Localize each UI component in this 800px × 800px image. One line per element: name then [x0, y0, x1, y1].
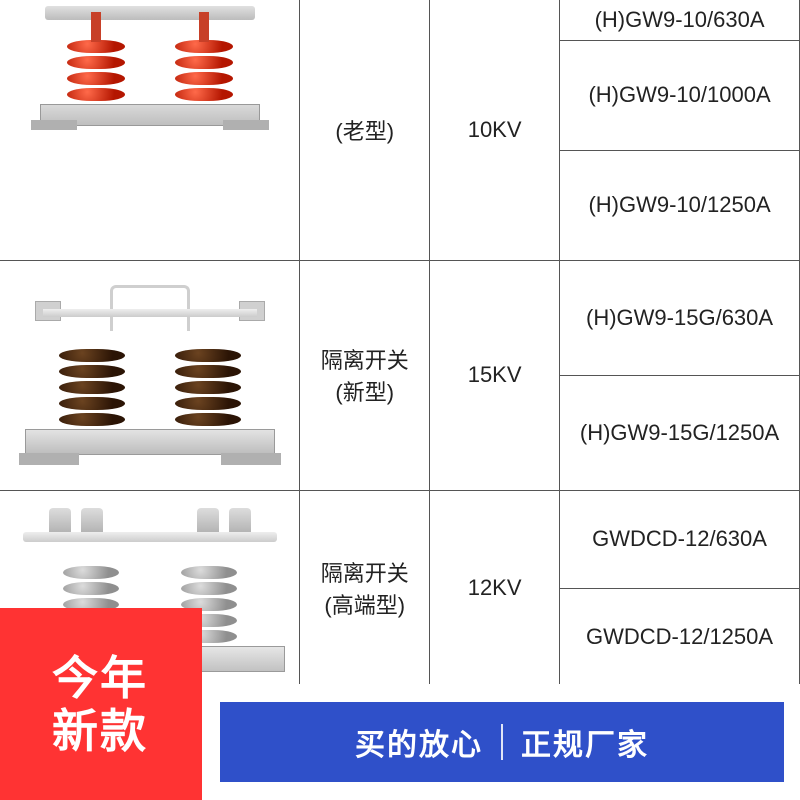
- spec-table: (老型) 10KV (H)GW9-10/630A (H)GW9-10/1000A…: [0, 0, 800, 687]
- model-cell: (H)GW9-10/1000A: [560, 40, 800, 150]
- model-cell: (H)GW9-10/630A: [560, 0, 800, 40]
- voltage-old: 10KV: [430, 0, 560, 260]
- isolator-new-brown: [25, 285, 275, 465]
- name-line: 隔离开关: [300, 343, 429, 375]
- product-name-premium: 隔离开关 (高端型): [300, 490, 430, 686]
- name-line: 隔离开关: [300, 556, 429, 588]
- separator-icon: [501, 724, 503, 760]
- promo-badge: 今年 新款: [0, 610, 200, 800]
- badge-line: 新款: [52, 705, 148, 758]
- model-cell: (H)GW9-10/1250A: [560, 150, 800, 260]
- product-name-old: (老型): [300, 0, 430, 260]
- slogan-part: 正规厂家: [521, 720, 649, 764]
- name-line: (新型): [300, 375, 429, 407]
- product-image-new: [0, 260, 300, 490]
- model-cell: GWDCD-12/630A: [560, 490, 800, 588]
- product-name-new: 隔离开关 (新型): [300, 260, 430, 490]
- model-cell: (H)GW9-15G/1250A: [560, 375, 800, 490]
- isolator-old-red: [35, 6, 265, 126]
- promo-slogan: 买的放心 正规厂家: [220, 702, 784, 782]
- voltage-new: 15KV: [430, 260, 560, 490]
- page: (老型) 10KV (H)GW9-10/630A (H)GW9-10/1000A…: [0, 0, 800, 800]
- model-cell: (H)GW9-15G/630A: [560, 260, 800, 375]
- badge-line: 今年: [52, 652, 148, 705]
- slogan-part: 买的放心: [355, 720, 483, 764]
- voltage-premium: 12KV: [430, 490, 560, 686]
- product-image-old: [0, 0, 300, 260]
- name-line: (高端型): [300, 588, 429, 620]
- model-cell: GWDCD-12/1250A: [560, 588, 800, 686]
- name-line: (老型): [300, 114, 429, 146]
